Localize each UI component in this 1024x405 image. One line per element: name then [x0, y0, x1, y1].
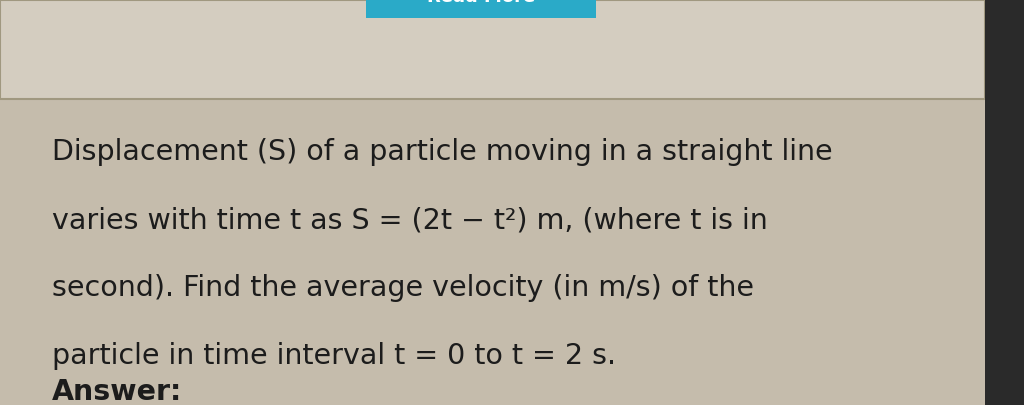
Text: varies with time t as S = (2t − t²) m, (where t is in: varies with time t as S = (2t − t²) m, (… — [52, 206, 768, 234]
Text: particle in time interval t = 0 to t = 2 s.: particle in time interval t = 0 to t = 2… — [52, 342, 616, 370]
Bar — [985, 0, 1024, 405]
Text: Read More: Read More — [427, 0, 536, 6]
Bar — [367, 0, 596, 18]
Text: Answer:: Answer: — [52, 378, 182, 405]
Text: Displacement (S) of a particle moving in a straight line: Displacement (S) of a particle moving in… — [52, 138, 833, 166]
Bar — [0, 0, 985, 99]
Text: second). Find the average velocity (in m/s) of the: second). Find the average velocity (in m… — [52, 274, 754, 302]
